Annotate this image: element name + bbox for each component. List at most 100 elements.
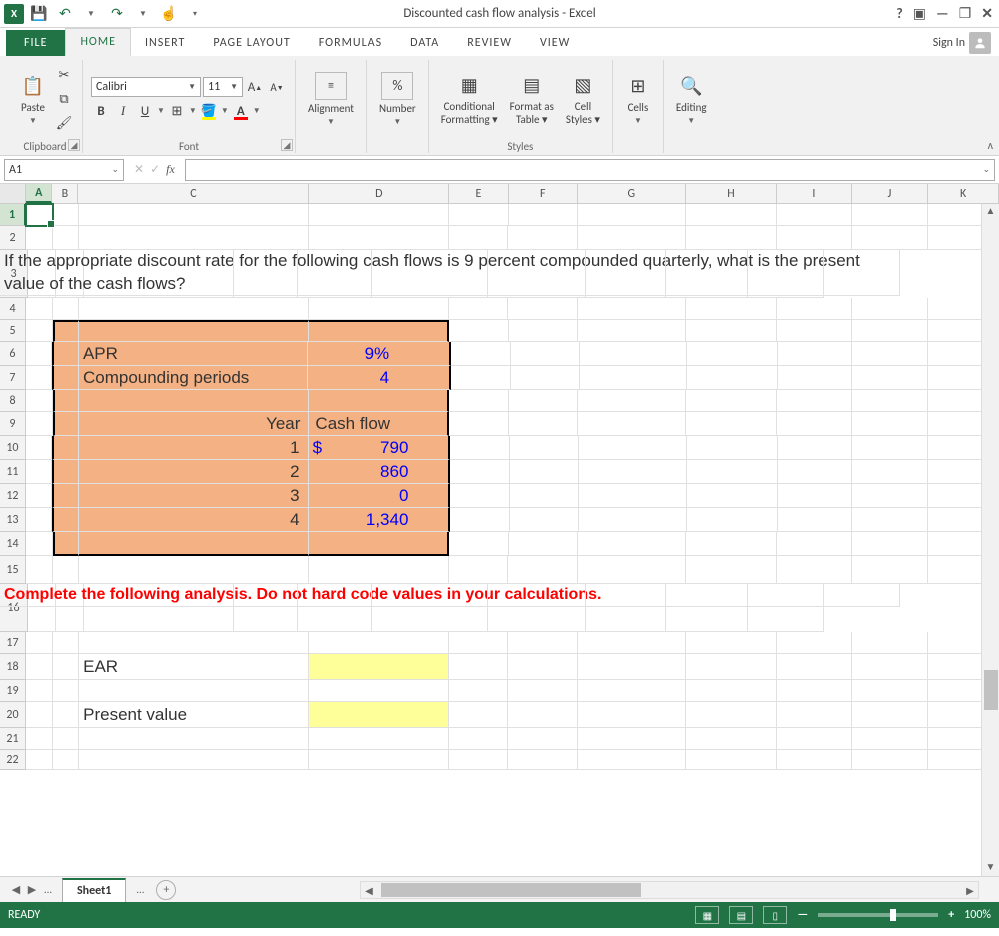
cell-E9[interactable] — [449, 412, 509, 436]
cell-F22[interactable] — [508, 750, 577, 770]
cell-J5[interactable] — [852, 320, 929, 342]
cell-C17[interactable] — [79, 632, 309, 654]
colhead-F[interactable]: F — [509, 184, 578, 203]
cell-A9[interactable] — [26, 412, 53, 436]
hscroll-thumb[interactable] — [381, 883, 641, 897]
cell-E6[interactable] — [451, 342, 511, 366]
redo-dropdown-icon[interactable]: ▼ — [132, 3, 154, 25]
qat-customize-icon[interactable]: ▾ — [184, 3, 206, 25]
cell-C14[interactable] — [79, 532, 309, 556]
cell-F10[interactable] — [510, 436, 579, 460]
cell-I22[interactable] — [777, 750, 852, 770]
cell-A7[interactable] — [26, 366, 52, 390]
cell-D3[interactable] — [84, 250, 234, 298]
border-dropdown-icon[interactable]: ▼ — [189, 106, 197, 116]
tab-home[interactable]: HOME — [65, 28, 131, 56]
cell-I4[interactable] — [777, 298, 852, 320]
cell-J3[interactable] — [666, 250, 748, 298]
cell-J7[interactable] — [852, 366, 928, 390]
rowhead-1[interactable]: 1 — [0, 204, 26, 226]
cell-J15[interactable] — [852, 556, 929, 584]
cell-J16[interactable] — [666, 584, 748, 632]
cell-A18[interactable] — [26, 654, 53, 680]
scroll-down-icon[interactable]: ▼ — [986, 860, 996, 876]
cell-C13[interactable]: 4 — [79, 508, 309, 532]
close-icon[interactable]: ✕ — [981, 5, 993, 22]
bold-button[interactable]: B — [91, 101, 111, 121]
redo-icon[interactable]: ↷ — [106, 3, 128, 25]
cell-E13[interactable] — [450, 508, 510, 532]
undo-icon[interactable]: ↶ — [54, 3, 76, 25]
format-as-table-button[interactable]: ▤Format asTable ▾ — [506, 70, 558, 128]
cell-C21[interactable] — [79, 728, 309, 750]
cell-F11[interactable] — [510, 460, 579, 484]
normal-view-icon[interactable]: ▦ — [695, 906, 719, 924]
colhead-J[interactable]: J — [852, 184, 928, 203]
page-layout-view-icon[interactable]: ▤ — [729, 906, 753, 924]
cell-A19[interactable] — [26, 680, 53, 702]
cell-H21[interactable] — [686, 728, 777, 750]
rowhead-22[interactable]: 22 — [0, 750, 26, 770]
rowhead-19[interactable]: 19 — [0, 680, 26, 702]
cell-C4[interactable] — [79, 298, 309, 320]
cell-E7[interactable] — [451, 366, 511, 390]
colhead-G[interactable]: G — [578, 184, 686, 203]
cell-A20[interactable] — [26, 702, 53, 728]
fx-icon[interactable]: fx — [166, 162, 175, 177]
cut-icon[interactable]: ✂ — [54, 65, 74, 85]
underline-dropdown-icon[interactable]: ▼ — [157, 106, 165, 116]
cell-J21[interactable] — [852, 728, 929, 750]
cell-B8[interactable] — [53, 390, 80, 412]
zoom-out-icon[interactable]: — — [797, 908, 808, 922]
cell-H4[interactable] — [686, 298, 777, 320]
cell-I17[interactable] — [777, 632, 852, 654]
cell-D4[interactable] — [309, 298, 448, 320]
ribbon-display-icon[interactable]: ▣ — [913, 5, 926, 22]
cell-F17[interactable] — [508, 632, 577, 654]
clipboard-dialog-launcher[interactable]: ◢ — [68, 139, 80, 151]
cell-B4[interactable] — [53, 298, 80, 320]
colhead-C[interactable]: C — [78, 184, 309, 203]
cell-A1[interactable] — [26, 204, 53, 226]
cell-F6[interactable] — [511, 342, 580, 366]
alignment-button[interactable]: ≡Alignment▼ — [304, 70, 358, 129]
cell-D14[interactable] — [309, 532, 448, 556]
cell-E12[interactable] — [450, 484, 510, 508]
cell-styles-button[interactable]: ▧CellStyles ▾ — [562, 70, 604, 128]
cell-I11[interactable] — [778, 460, 852, 484]
cell-B15[interactable] — [53, 556, 80, 584]
save-icon[interactable]: 💾 — [28, 3, 50, 25]
cell-C19[interactable] — [79, 680, 309, 702]
cell-H16[interactable] — [488, 584, 586, 632]
cell-D1[interactable] — [309, 204, 448, 226]
cell-F7[interactable] — [511, 366, 580, 390]
scroll-up-icon[interactable]: ▲ — [986, 204, 996, 220]
cell-G8[interactable] — [578, 390, 686, 412]
cell-J18[interactable] — [852, 654, 929, 680]
cell-A21[interactable] — [26, 728, 53, 750]
copy-icon[interactable]: ⧉ — [54, 89, 74, 109]
cell-I19[interactable] — [777, 680, 852, 702]
cell-E19[interactable] — [449, 680, 509, 702]
cell-C20[interactable]: Present value — [79, 702, 309, 728]
cell-C10[interactable]: 1 — [79, 436, 309, 460]
cell-D19[interactable] — [309, 680, 448, 702]
rowhead-8[interactable]: 8 — [0, 390, 26, 412]
cell-C9[interactable]: Year — [79, 412, 309, 436]
cell-G5[interactable] — [578, 320, 686, 342]
rowhead-7[interactable]: 7 — [0, 366, 26, 390]
cell-J12[interactable] — [852, 484, 928, 508]
cell-D2[interactable] — [309, 226, 448, 250]
tab-file[interactable]: FILE — [6, 30, 65, 56]
cell-I6[interactable] — [778, 342, 852, 366]
cell-D16[interactable] — [84, 584, 234, 632]
cell-C12[interactable]: 3 — [79, 484, 309, 508]
cell-J20[interactable] — [852, 702, 929, 728]
cell-A6[interactable] — [26, 342, 52, 366]
cell-J9[interactable] — [852, 412, 928, 436]
cell-E18[interactable] — [449, 654, 509, 680]
cell-C1[interactable] — [79, 204, 309, 226]
cell-D6[interactable]: 9% — [308, 342, 451, 366]
cell-G14[interactable] — [578, 532, 686, 556]
cell-I3[interactable] — [586, 250, 666, 298]
